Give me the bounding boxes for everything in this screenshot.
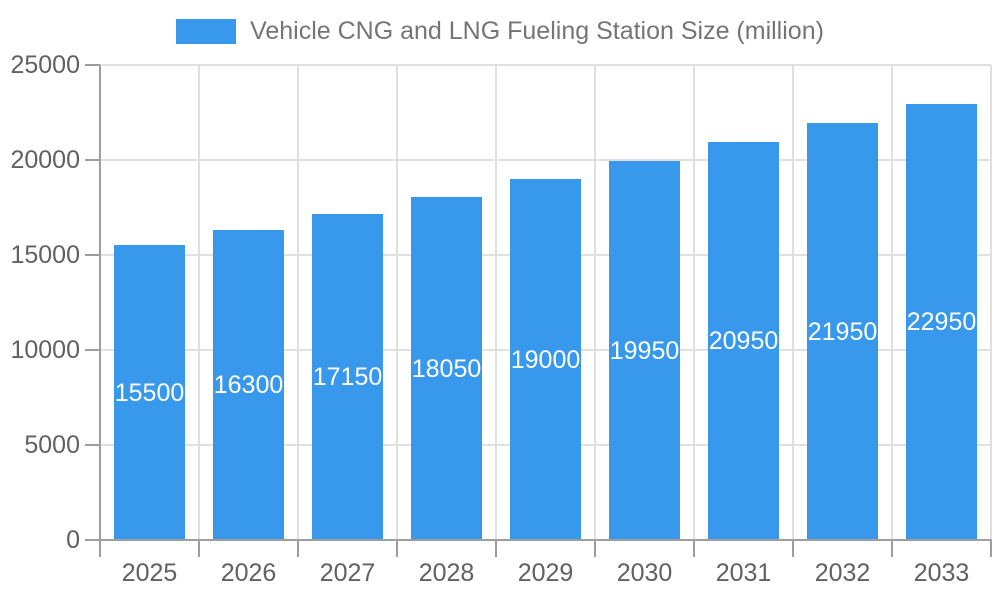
bar-2027[interactable]: 17150 <box>312 214 383 540</box>
y-axis-tick-label: 10000 <box>10 336 80 364</box>
x-tick-mark <box>693 540 695 557</box>
bar-value-label: 16300 <box>213 371 284 399</box>
x-axis-tick-label: 2026 <box>220 559 277 587</box>
x-tick-mark <box>594 540 596 557</box>
gridline-vertical <box>198 65 200 540</box>
bar-2030[interactable]: 19950 <box>609 161 680 540</box>
x-tick-mark <box>495 540 497 557</box>
x-axis-tick-label: 2029 <box>517 559 574 587</box>
bar-2028[interactable]: 18050 <box>411 197 482 540</box>
legend-label: Vehicle CNG and LNG Fueling Station Size… <box>250 17 824 45</box>
gridline-vertical <box>495 65 497 540</box>
y-axis-tick-label: 15000 <box>10 241 80 269</box>
gridline-vertical <box>792 65 794 540</box>
x-tick-mark <box>99 540 101 557</box>
bar-value-label: 15500 <box>114 378 185 407</box>
y-tick-mark <box>85 349 100 351</box>
x-tick-mark <box>792 540 794 557</box>
y-tick-mark <box>85 539 100 541</box>
y-tick-mark <box>85 159 100 161</box>
bar-2026[interactable]: 16300 <box>213 230 284 540</box>
bar-value-label: 20950 <box>708 327 779 355</box>
y-tick-mark <box>85 64 100 66</box>
x-axis-tick-label: 2032 <box>814 559 871 587</box>
y-tick-mark <box>85 254 100 256</box>
y-axis-tick-label: 5000 <box>24 431 80 459</box>
bar-value-label: 17150 <box>312 363 383 391</box>
gridline-vertical <box>297 65 299 540</box>
x-tick-mark <box>396 540 398 557</box>
bar-2033[interactable]: 22950 <box>906 104 977 540</box>
gridline-vertical <box>891 65 893 540</box>
x-axis-tick-label: 2025 <box>121 559 178 587</box>
y-axis-tick-label: 0 <box>66 526 80 554</box>
x-tick-mark <box>198 540 200 557</box>
x-tick-mark <box>297 540 299 557</box>
x-axis-tick-label: 2028 <box>418 559 475 587</box>
y-axis-line <box>99 65 101 540</box>
x-tick-mark <box>891 540 893 557</box>
gridline-vertical <box>594 65 596 540</box>
x-axis-tick-label: 2033 <box>913 559 970 587</box>
x-tick-mark <box>990 540 992 557</box>
bar-2025[interactable]: 15500 <box>114 245 185 540</box>
y-axis-tick-label: 25000 <box>10 51 80 79</box>
x-axis-tick-label: 2031 <box>715 559 772 587</box>
bar-2032[interactable]: 21950 <box>807 123 878 540</box>
bar-value-label: 21950 <box>807 317 878 346</box>
gridline-horizontal <box>100 159 991 161</box>
bar-2029[interactable]: 19000 <box>510 179 581 540</box>
chart-legend: Vehicle CNG and LNG Fueling Station Size… <box>0 17 1000 45</box>
y-tick-mark <box>85 444 100 446</box>
bar-value-label: 19000 <box>510 345 581 374</box>
gridline-horizontal <box>100 64 991 66</box>
x-axis-baseline <box>99 539 992 541</box>
x-axis-tick-label: 2030 <box>616 559 673 587</box>
y-axis-tick-label: 20000 <box>10 146 80 174</box>
bar-2031[interactable]: 20950 <box>708 142 779 540</box>
bar-value-label: 18050 <box>411 354 482 383</box>
gridline-vertical <box>990 65 992 540</box>
gridline-vertical <box>396 65 398 540</box>
legend-swatch <box>176 18 237 44</box>
bar-value-label: 19950 <box>609 336 680 365</box>
gridline-vertical <box>693 65 695 540</box>
bar-value-label: 22950 <box>906 308 977 336</box>
x-axis-tick-label: 2027 <box>319 559 376 587</box>
